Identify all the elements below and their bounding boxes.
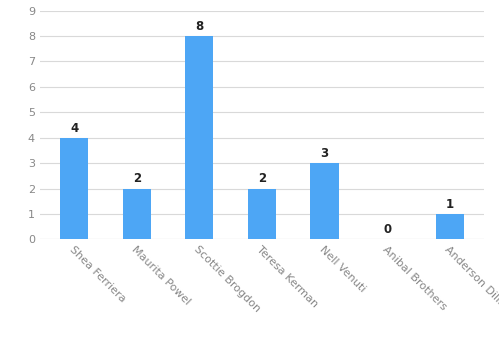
Bar [60, 138, 88, 239]
Bar [248, 189, 276, 239]
Text: 2: 2 [133, 172, 141, 186]
Text: 3: 3 [320, 147, 329, 160]
Text: 2: 2 [258, 172, 266, 186]
Bar [436, 214, 464, 239]
Bar [123, 189, 151, 239]
Bar [310, 163, 339, 239]
Bar [185, 36, 214, 239]
Text: 1: 1 [446, 198, 454, 211]
Text: 0: 0 [383, 223, 391, 236]
Text: 4: 4 [70, 122, 78, 134]
Text: 8: 8 [195, 20, 204, 33]
